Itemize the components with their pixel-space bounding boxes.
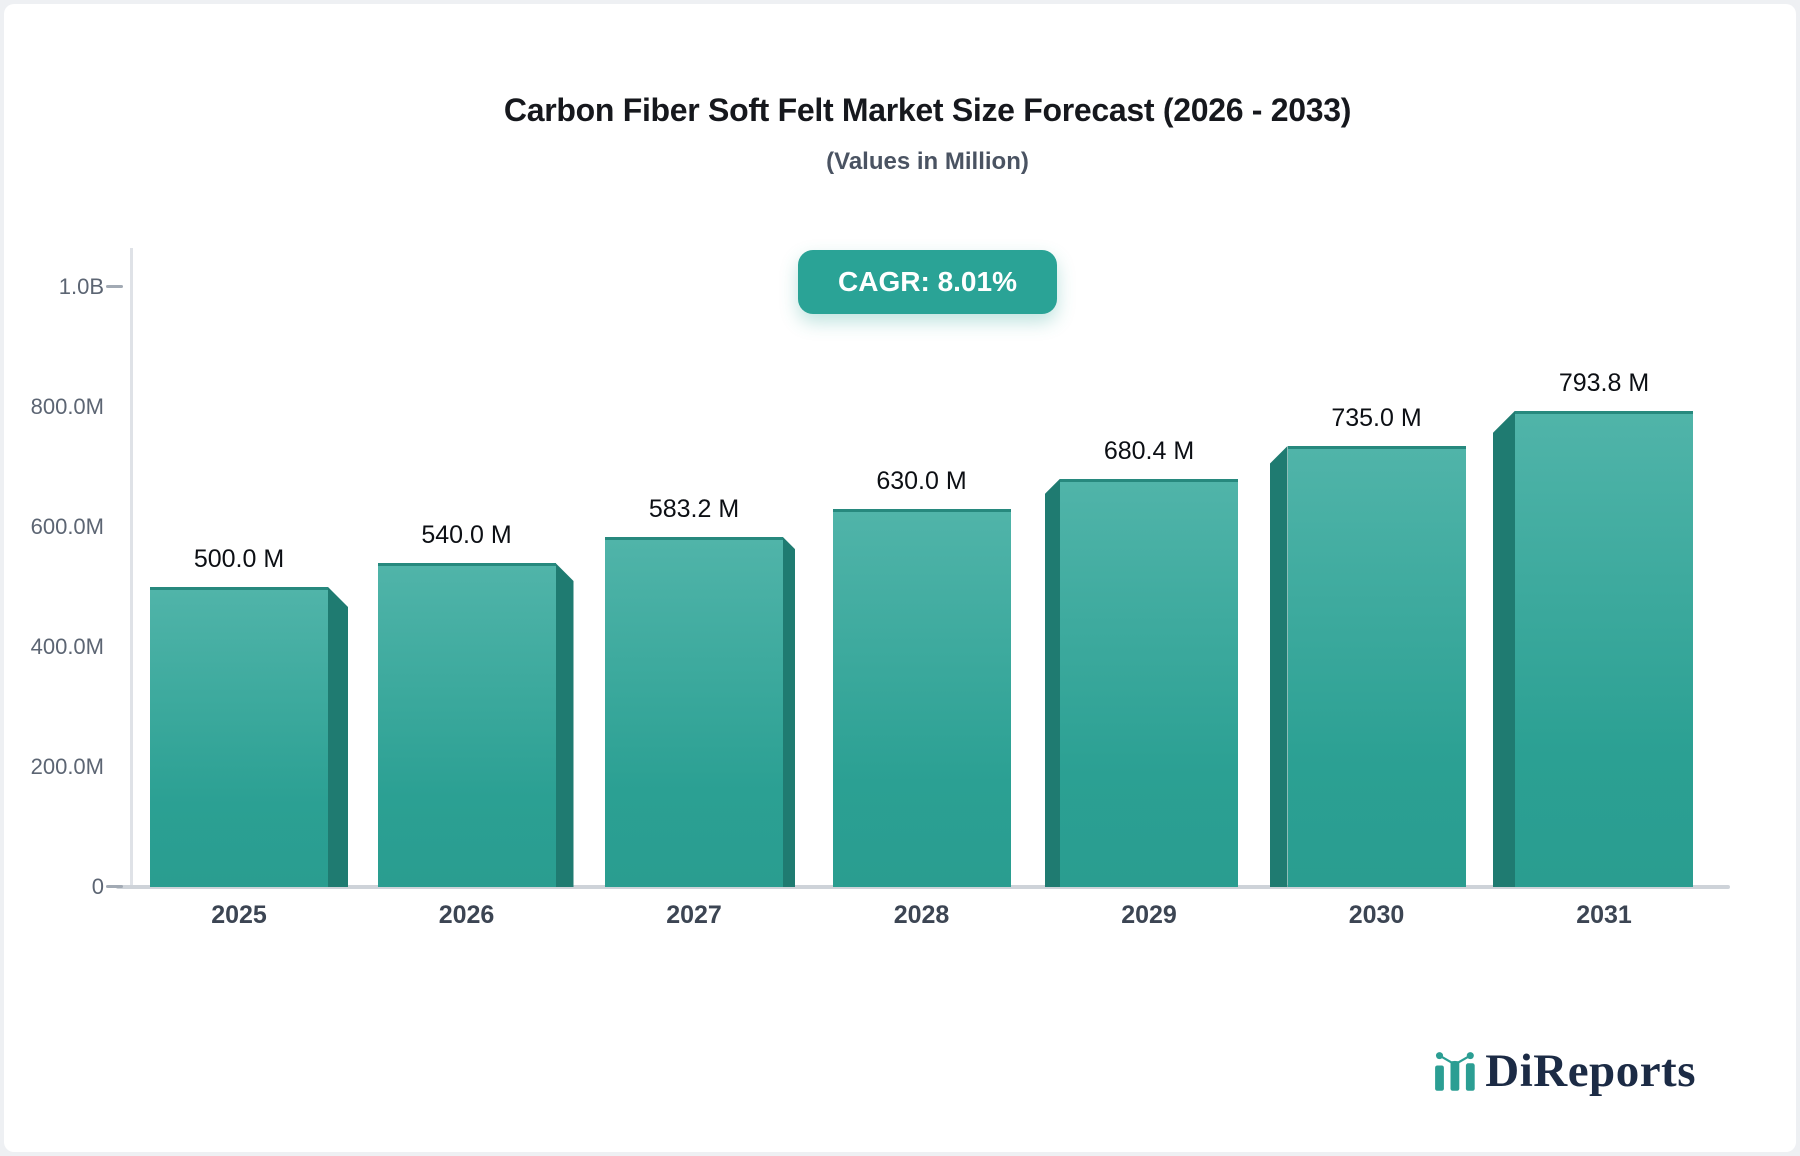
y-axis-line — [130, 248, 133, 889]
x-axis-label-2027: 2027 — [666, 901, 722, 929]
value-label-2029: 680.4 M — [1103, 436, 1195, 465]
x-axis-line — [116, 885, 1730, 889]
bar-face-2028 — [832, 509, 1011, 887]
chart-title: Carbon Fiber Soft Felt Market Size Forec… — [503, 92, 1352, 128]
x-axis-label-2028: 2028 — [893, 901, 950, 929]
bar-face-2027 — [605, 537, 783, 887]
bar-2028[interactable] — [832, 509, 1011, 887]
y-tick-label-600.0M: 600.0M — [30, 514, 104, 539]
bar-face-2026 — [377, 563, 556, 887]
bar-2027[interactable] — [605, 537, 795, 887]
direports-logo: DiReports — [1434, 1044, 1696, 1098]
bar-2031[interactable] — [1493, 410, 1693, 887]
bar-face-2029 — [1060, 478, 1238, 887]
bar-2029[interactable] — [1045, 478, 1238, 887]
bar-2026[interactable] — [377, 563, 574, 887]
bar-face-2030 — [1287, 446, 1466, 887]
x-axis-label-2025: 2025 — [211, 901, 267, 929]
value-label-2025: 500.0 M — [193, 545, 285, 573]
x-axis-label-2030: 2030 — [1348, 901, 1405, 929]
bar-side-2031 — [1493, 410, 1515, 887]
y-tick-label-400.0M: 400.0M — [30, 634, 104, 659]
cagr-badge-row: CAGR: 8.01% — [130, 250, 1725, 314]
chart-subtitle: (Values in Million) — [826, 148, 1029, 175]
bar-side-2030 — [1269, 446, 1288, 887]
x-axis-label-2026: 2026 — [438, 901, 495, 929]
y-tick-dash-1.0B — [106, 285, 123, 288]
x-axis-label-2029: 2029 — [1121, 901, 1177, 929]
bar-face-2025 — [150, 587, 328, 887]
bar-face-2031 — [1515, 410, 1693, 887]
value-label-2026: 540.0 M — [421, 521, 512, 549]
bar-chart-logo-icon — [1435, 1052, 1475, 1091]
y-tick-label-0: 0 — [91, 874, 104, 899]
y-tick-label-1.0B: 1.0B — [58, 274, 104, 299]
value-label-2028: 630.0 M — [876, 467, 967, 495]
y-tick-dash-0 — [106, 885, 123, 888]
value-label-2030: 735.0 M — [1331, 404, 1422, 432]
bar-2025[interactable] — [150, 587, 348, 887]
logo-text: DiReports — [1485, 1045, 1696, 1097]
x-axis-label-2031: 2031 — [1576, 901, 1632, 929]
y-tick-label-800.0M: 800.0M — [30, 394, 104, 419]
y-tick-label-200.0M: 200.0M — [30, 754, 104, 779]
value-label-2027: 583.2 M — [648, 495, 740, 524]
cagr-badge: CAGR: 8.01% — [798, 250, 1057, 314]
bar-side-2025 — [328, 587, 348, 887]
bar-side-2029 — [1045, 478, 1060, 887]
bar-side-2026 — [555, 563, 574, 887]
bar-side-2027 — [783, 537, 795, 887]
bar-2030[interactable] — [1269, 446, 1466, 887]
value-label-2031: 793.8 M — [1558, 368, 1650, 397]
